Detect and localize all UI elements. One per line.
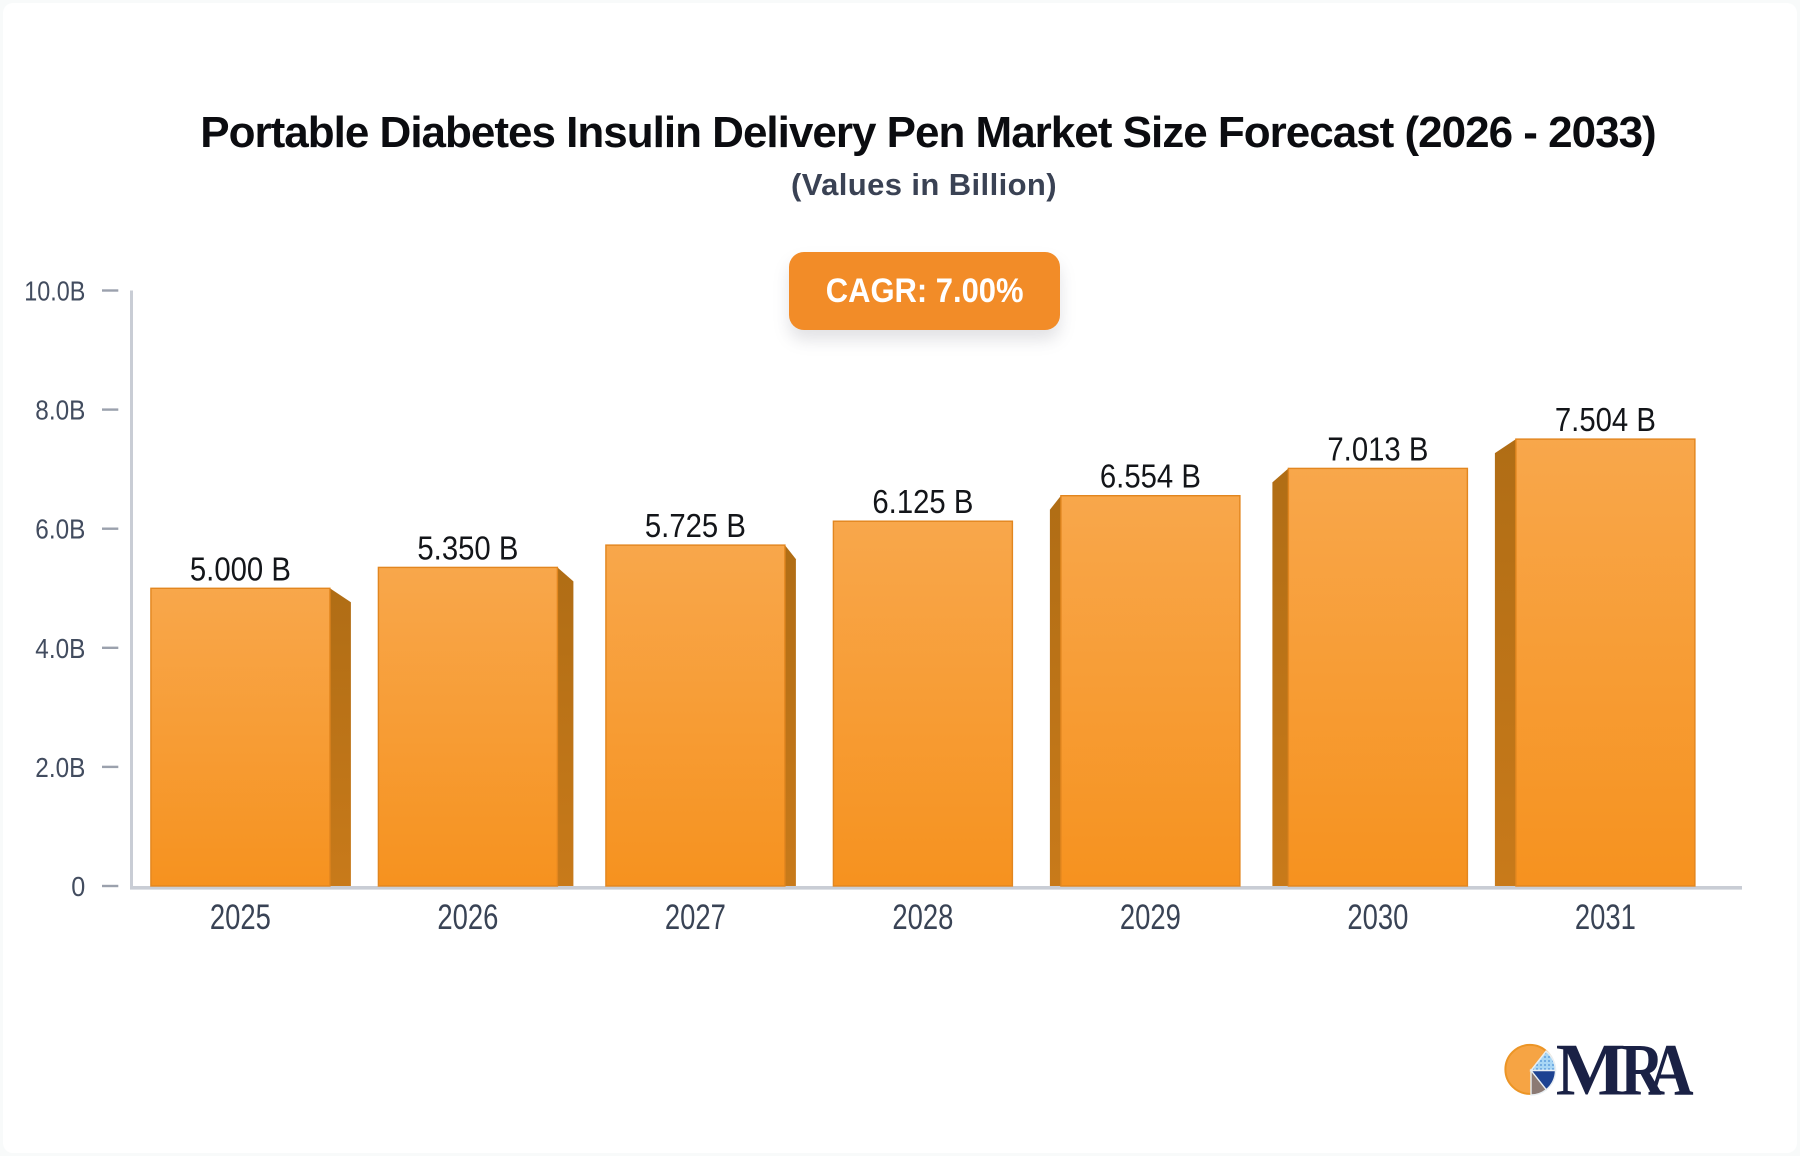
svg-text:5.725 B: 5.725 B <box>645 507 746 544</box>
svg-text:10.0B: 10.0B <box>24 276 85 307</box>
svg-text:2025: 2025 <box>210 898 271 937</box>
svg-text:6.0B: 6.0B <box>35 514 85 545</box>
svg-text:6.554 B: 6.554 B <box>1100 458 1201 495</box>
svg-text:2030: 2030 <box>1347 898 1408 937</box>
svg-text:A: A <box>1648 1029 1694 1111</box>
svg-text:5.350 B: 5.350 B <box>417 529 518 566</box>
svg-text:R: R <box>1620 1029 1665 1111</box>
svg-text:7.504 B: 7.504 B <box>1555 401 1656 438</box>
svg-text:2029: 2029 <box>1120 898 1181 937</box>
svg-text:M: M <box>1556 1030 1626 1112</box>
svg-text:8.0B: 8.0B <box>35 395 85 426</box>
svg-text:5.000 B: 5.000 B <box>190 550 291 587</box>
svg-text:2027: 2027 <box>665 898 726 937</box>
svg-text:2.0B: 2.0B <box>35 752 85 783</box>
svg-text:2028: 2028 <box>892 898 953 937</box>
svg-text:7.013 B: 7.013 B <box>1327 430 1428 467</box>
svg-text:2026: 2026 <box>437 898 498 937</box>
svg-text:2031: 2031 <box>1575 898 1636 937</box>
svg-text:4.0B: 4.0B <box>35 633 85 664</box>
svg-text:0: 0 <box>71 871 85 902</box>
svg-text:6.125 B: 6.125 B <box>872 483 973 520</box>
